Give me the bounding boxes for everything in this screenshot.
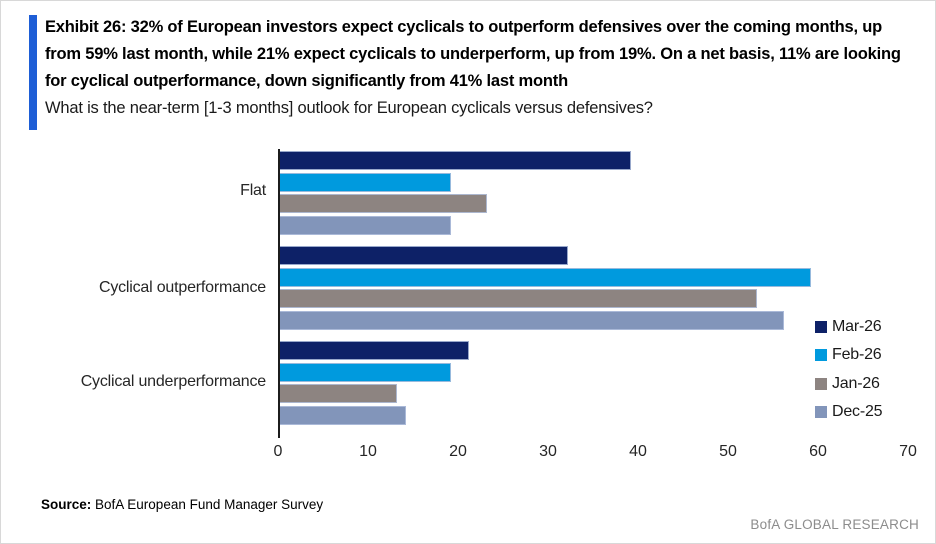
bar-feb-26-flat (280, 172, 451, 192)
category-label-flat: Flat (240, 182, 266, 199)
x-tick-10: 10 (359, 443, 377, 460)
x-tick-60: 60 (809, 443, 827, 460)
brand-footer: BofA GLOBAL RESEARCH (750, 517, 919, 532)
bar-feb-26-cyclical-outperformance (280, 267, 811, 287)
bar-dec-25-cyclical-underperformance (280, 405, 406, 425)
bar-mar-26-flat (280, 151, 631, 170)
x-tick-30: 30 (539, 443, 557, 460)
bar-dec-25-cyclical-outperformance (280, 310, 784, 330)
source-label: Source: (41, 497, 92, 512)
category-label-cyclical-outperformance: Cyclical outperformance (98, 279, 266, 296)
x-tick-0: 0 (273, 443, 283, 460)
legend-item-jan-26: Jan-26 (815, 374, 882, 393)
legend-label-dec-25: Dec-25 (832, 403, 883, 420)
legend-item-dec-25: Dec-25 (815, 403, 883, 422)
legend: Mar-26 Feb-26 Jan-26 Dec-25 (815, 317, 883, 422)
bar-jan-26-cyclical-underperformance (280, 384, 397, 403)
legend-swatch-feb-26 (815, 349, 827, 361)
legend-swatch-mar-26 (815, 320, 827, 333)
bar-jan-26-cyclical-outperformance (280, 289, 757, 308)
survey-question: What is the near-term [1-3 months] outlo… (45, 99, 653, 117)
legend-label-jan-26: Jan-26 (832, 374, 880, 392)
bar-feb-26-cyclical-underperformance (280, 362, 451, 382)
source-text: BofA European Fund Manager Survey (91, 497, 324, 512)
category-label-cyclical-underperformance: Cyclical underperformance (80, 373, 267, 390)
title-accent-bar (29, 15, 37, 130)
legend-item-feb-26: Feb-26 (815, 346, 882, 365)
bar-mar-26-cyclical-outperformance (280, 246, 568, 265)
legend-swatch-dec-25 (815, 406, 827, 418)
header: Exhibit 26: 32% of European investors ex… (45, 14, 909, 121)
source-line: Source: BofA European Fund Manager Surve… (41, 497, 323, 512)
legend-label-feb-26: Feb-26 (832, 346, 882, 363)
bar-dec-25-flat (280, 215, 451, 235)
legend-swatch-jan-26 (815, 377, 827, 390)
legend-label-mar-26: Mar-26 (832, 317, 882, 335)
legend-item-mar-26: Mar-26 (815, 317, 882, 336)
x-tick-70: 70 (899, 443, 917, 460)
bar-mar-26-cyclical-underperformance (280, 341, 469, 360)
x-tick-20: 20 (449, 443, 467, 460)
plot-area (278, 149, 910, 438)
bar-jan-26-flat (280, 194, 487, 213)
x-tick-50: 50 (719, 443, 737, 460)
exhibit-title: Exhibit 26: 32% of European investors ex… (45, 18, 901, 90)
x-tick-40: 40 (629, 443, 647, 460)
